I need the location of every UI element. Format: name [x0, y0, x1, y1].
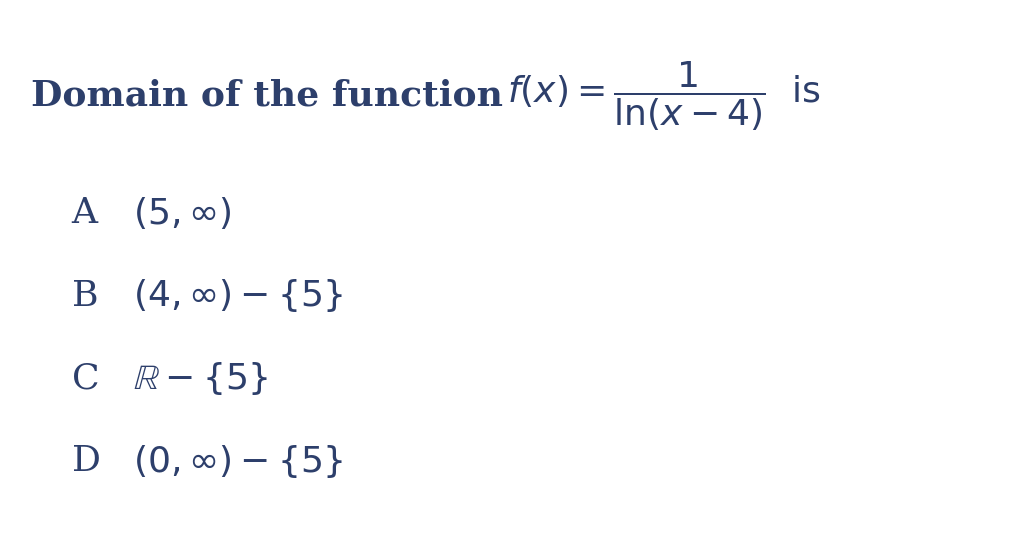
- Text: $(0, \infty) - \{5\}$: $(0, \infty) - \{5\}$: [133, 442, 343, 480]
- Text: $f(x) = \dfrac{1}{\ln(x - 4)}\ \ \mathrm{is}$: $f(x) = \dfrac{1}{\ln(x - 4)}\ \ \mathrm…: [507, 59, 820, 133]
- Text: Domain of the function: Domain of the function: [31, 79, 515, 113]
- Text: C: C: [72, 361, 99, 395]
- Text: B: B: [72, 279, 98, 313]
- Text: $(4, \infty) - \{5\}$: $(4, \infty) - \{5\}$: [133, 277, 343, 314]
- Text: $(5, \infty)$: $(5, \infty)$: [133, 195, 231, 231]
- Text: $\mathbb{R} - \{5\}$: $\mathbb{R} - \{5\}$: [133, 360, 268, 397]
- Text: D: D: [72, 444, 100, 478]
- Text: A: A: [72, 196, 97, 230]
